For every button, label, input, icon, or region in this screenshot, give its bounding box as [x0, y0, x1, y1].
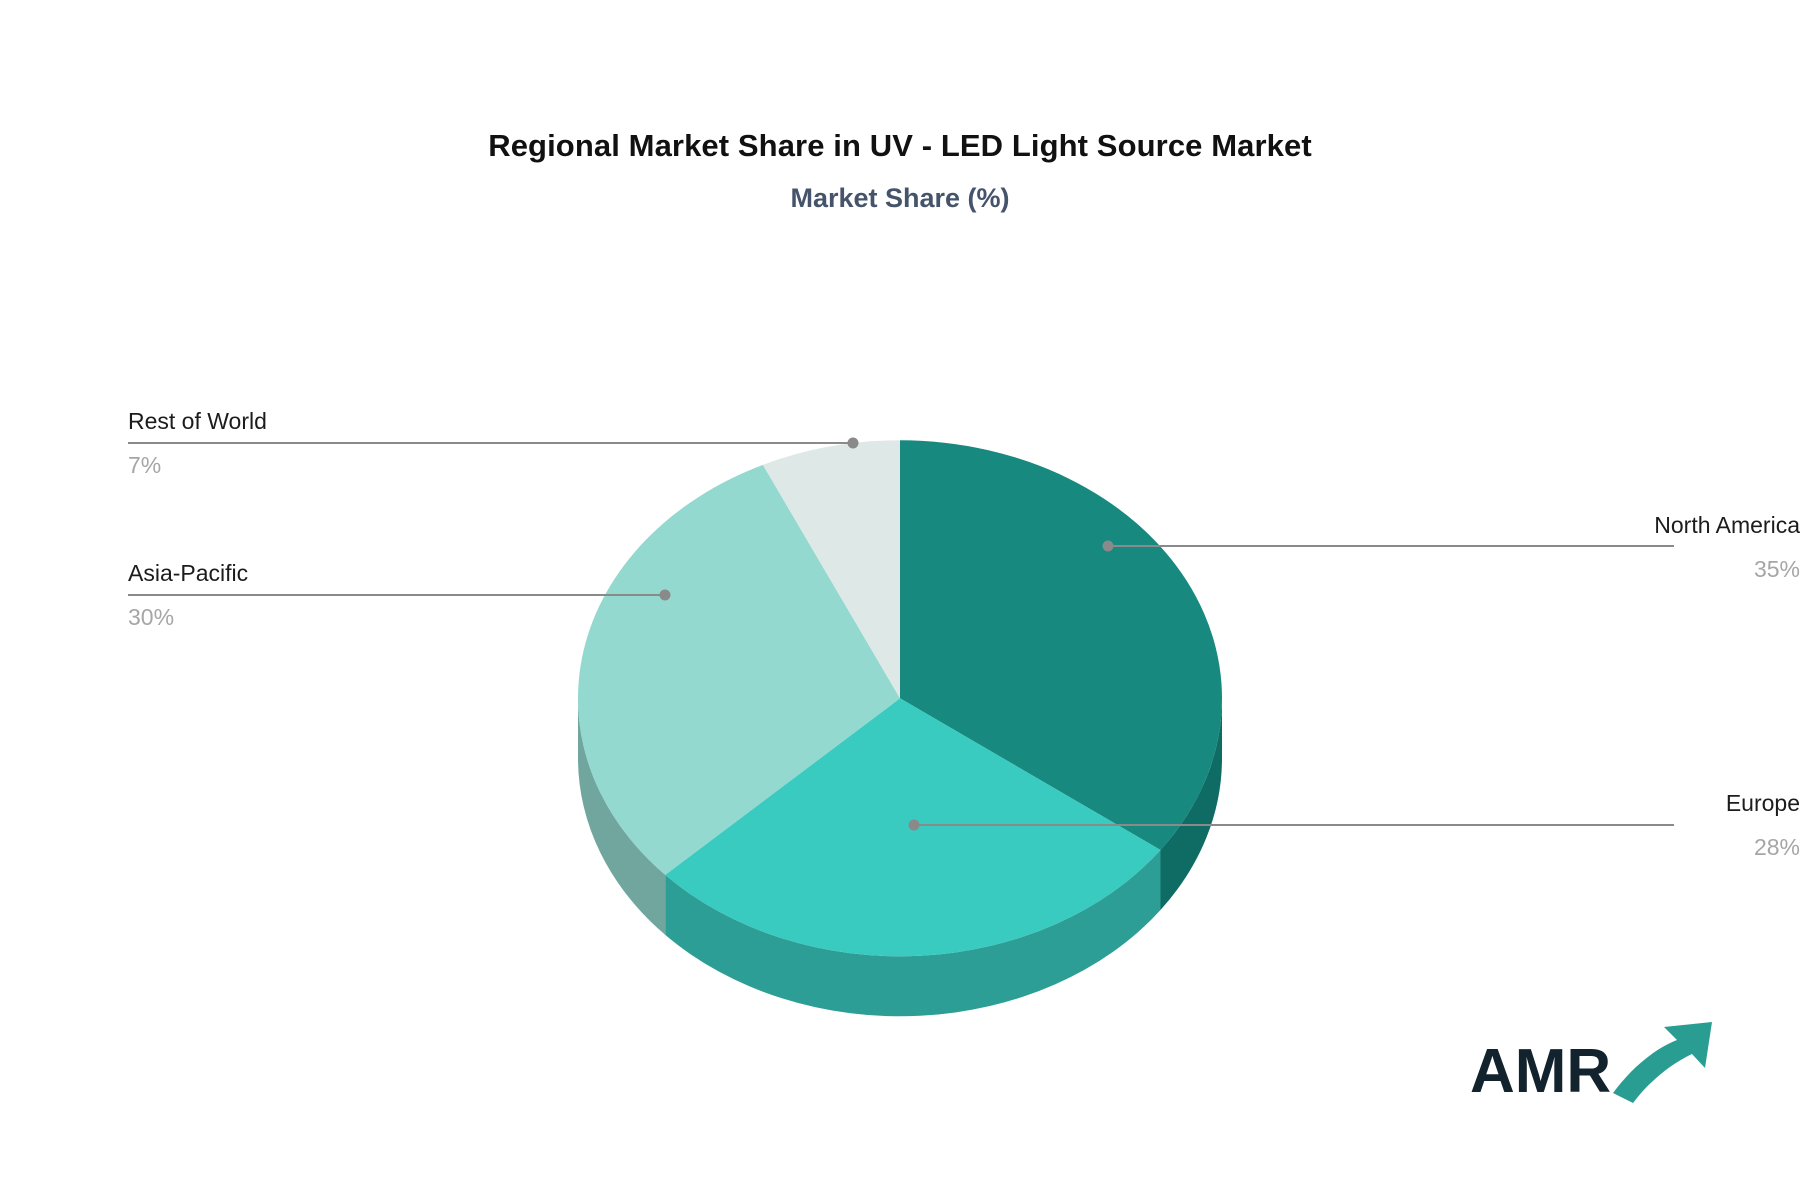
leader-dot-asia-pacific	[659, 589, 671, 601]
leader-lines	[128, 437, 1674, 831]
slice-label-north-america: North America	[1654, 512, 1800, 538]
slice-value-rest-of-world: 7%	[128, 452, 162, 478]
chart-subtitle: Market Share (%)	[790, 183, 1010, 213]
leader-dot-europe	[908, 819, 920, 831]
pie-slice-asia-pacific[interactable]	[577, 464, 900, 875]
amr-logo: AMR	[1470, 1022, 1712, 1106]
leader-dot-north-america	[1102, 540, 1114, 552]
pie-side-europe	[665, 849, 1161, 1017]
pie-side-asia-pacific	[578, 698, 666, 935]
page-title: Regional Market Share in UV - LED Light …	[488, 128, 1312, 163]
pie-3d-depth	[578, 698, 1222, 1017]
slice-label-asia-pacific: Asia-Pacific	[128, 560, 249, 586]
pie-side-north-america	[1160, 698, 1222, 910]
slice-label-europe: Europe	[1725, 790, 1800, 816]
growth-arrow-icon	[1613, 1022, 1712, 1103]
amr-logo-text: AMR	[1470, 1037, 1611, 1106]
slice-value-asia-pacific: 30%	[128, 604, 175, 630]
leader-dot-rest-of-world	[847, 437, 859, 449]
slice-value-north-america: 35%	[1753, 556, 1800, 582]
slice-label-rest-of-world: Rest of World	[128, 408, 267, 434]
pie-slice-north-america[interactable]	[900, 440, 1222, 850]
pie-slice-rest-of-world[interactable]	[762, 440, 900, 699]
slice-value-europe: 28%	[1753, 834, 1800, 860]
